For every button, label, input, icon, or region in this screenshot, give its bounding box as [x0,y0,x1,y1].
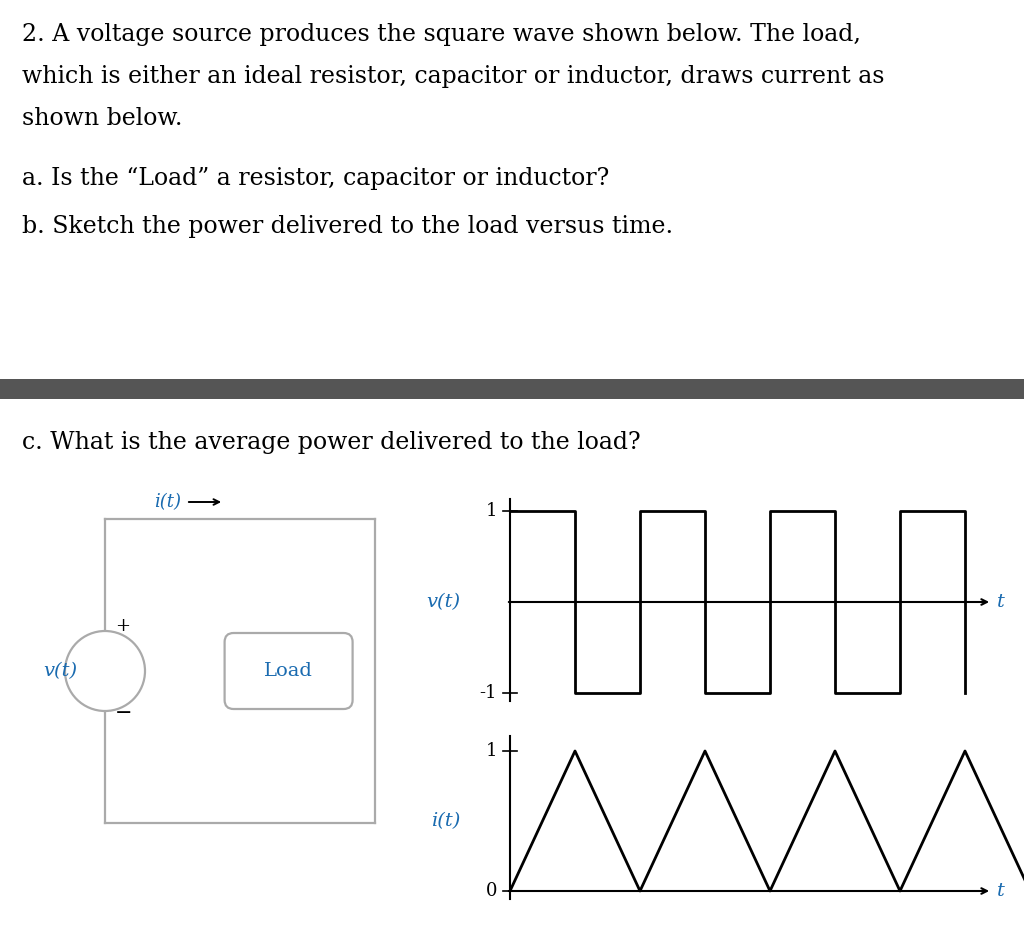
FancyBboxPatch shape [224,633,352,709]
Text: v(t): v(t) [43,662,77,680]
Text: 2. A voltage source produces the square wave shown below. The load,: 2. A voltage source produces the square … [22,23,861,46]
Text: t: t [997,593,1005,611]
Text: a. Is the “Load” a resistor, capacitor or inductor?: a. Is the “Load” a resistor, capacitor o… [22,167,609,190]
Text: c. What is the average power delivered to the load?: c. What is the average power delivered t… [22,431,641,454]
Text: which is either an ideal resistor, capacitor or inductor, draws current as: which is either an ideal resistor, capac… [22,65,885,88]
Text: v(t): v(t) [426,593,460,611]
Text: i(t): i(t) [154,493,181,511]
Text: 1: 1 [485,742,497,760]
Text: -1: -1 [479,684,497,702]
Bar [0,379,1024,399]
Text: Load: Load [264,662,313,680]
Text: t: t [997,882,1005,900]
Text: 0: 0 [485,882,497,900]
Text: 1: 1 [485,502,497,520]
Text: −: − [115,704,132,723]
Text: b. Sketch the power delivered to the load versus time.: b. Sketch the power delivered to the loa… [22,215,673,238]
Text: shown below.: shown below. [22,107,182,130]
Text: +: + [115,617,130,635]
Text: i(t): i(t) [431,812,460,830]
